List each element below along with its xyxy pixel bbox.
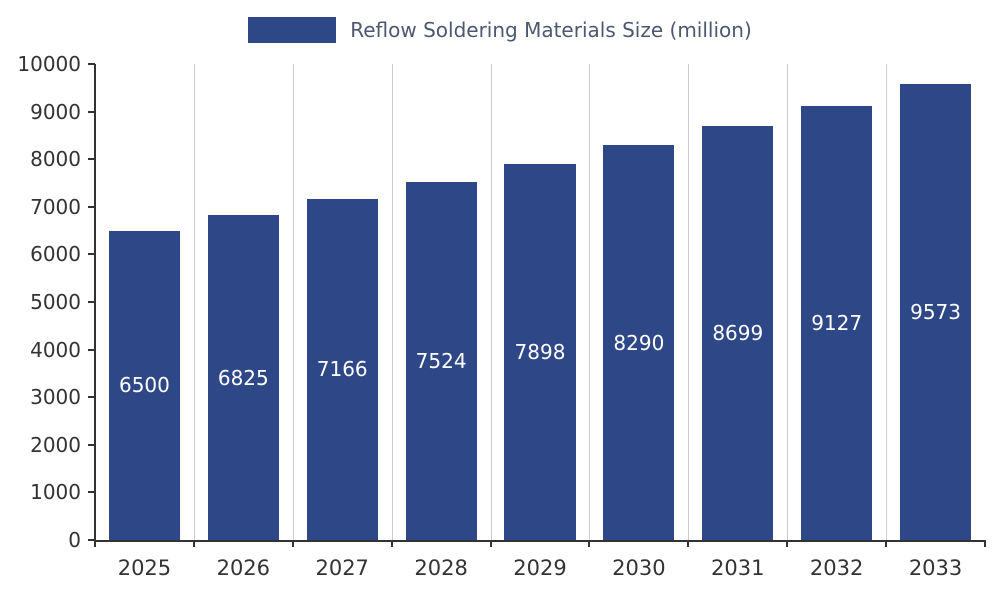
y-axis-tick [88, 443, 95, 446]
y-axis-tick [88, 539, 95, 541]
x-axis-tick-label: 2031 [711, 556, 765, 580]
x-axis-tick [588, 540, 591, 547]
y-axis-tick-label: 8000 [30, 147, 81, 172]
x-axis-tick-label: 2026 [216, 556, 271, 580]
x-axis-tick [390, 540, 393, 547]
bar [702, 125, 774, 540]
y-axis-tick [88, 110, 95, 113]
x-axis-line [94, 540, 986, 542]
legend-label: Reflow Soldering Materials Size (million… [350, 18, 752, 42]
bar-value-label: 6500 [118, 373, 170, 398]
x-axis-tick [489, 540, 492, 547]
y-axis-tick [88, 491, 95, 494]
y-axis-tick-label: 6000 [30, 242, 81, 267]
bar-value-label: 9573 [910, 300, 961, 325]
y-axis-tick [88, 301, 95, 303]
x-axis-tick [984, 540, 986, 547]
x-axis-tick-label: 2030 [612, 556, 666, 580]
y-axis-line [94, 64, 96, 542]
gridline [490, 64, 492, 540]
y-axis-tick-label: 0 [68, 528, 81, 552]
x-axis-tick [687, 540, 690, 547]
y-axis-tick-label: 2000 [30, 432, 81, 457]
bar [603, 145, 675, 540]
bar [899, 84, 972, 540]
bar-value-label: 8290 [613, 330, 665, 355]
gridline [292, 64, 294, 540]
bar [108, 230, 181, 540]
x-axis-tick [291, 540, 294, 547]
bar-value-label: 8699 [712, 320, 764, 345]
y-axis-tick [88, 253, 95, 256]
bar-value-label: 9127 [811, 310, 863, 335]
bar [504, 164, 576, 540]
y-axis-tick [88, 348, 95, 351]
x-axis-tick-label: 2033 [908, 556, 963, 580]
y-axis-tick-label: 3000 [30, 385, 81, 410]
gridline [391, 64, 393, 540]
gridline [589, 64, 591, 540]
y-axis-tick-label: 1000 [30, 480, 81, 505]
gridline [193, 64, 195, 540]
y-axis-tick-label: 4000 [30, 337, 81, 362]
bar-value-label: 6825 [217, 365, 269, 390]
x-axis-tick-label: 2029 [513, 556, 567, 580]
gridline [688, 64, 690, 540]
bar [207, 215, 279, 540]
y-axis-tick-label: 7000 [30, 194, 81, 219]
bar-value-label: 7166 [316, 357, 368, 382]
y-axis-tick [88, 63, 95, 65]
x-axis-tick [885, 540, 888, 547]
y-axis-tick [88, 158, 95, 161]
x-axis-tick [94, 540, 96, 547]
y-axis-tick [88, 205, 95, 208]
gridline [787, 64, 789, 540]
x-axis-tick [192, 540, 195, 547]
bar-value-label: 7898 [514, 340, 566, 365]
y-axis-tick-label: 5000 [30, 290, 81, 314]
legend: Reflow Soldering Materials Size (million… [0, 14, 1000, 46]
y-axis-tick [88, 396, 95, 399]
x-axis-tick [786, 540, 789, 547]
y-axis-tick-label: 10000 [17, 52, 81, 76]
gridline [886, 64, 888, 540]
bar-value-label: 7524 [415, 348, 467, 373]
x-axis-tick-label: 2032 [809, 556, 864, 580]
legend-swatch [248, 17, 337, 43]
x-axis-tick-label: 2025 [117, 556, 172, 580]
bar [306, 198, 378, 540]
bar [801, 105, 873, 540]
x-axis-tick-label: 2027 [315, 556, 369, 580]
bar [405, 181, 477, 540]
x-axis-tick-label: 2028 [414, 556, 468, 580]
y-axis-tick-label: 9000 [30, 99, 81, 124]
